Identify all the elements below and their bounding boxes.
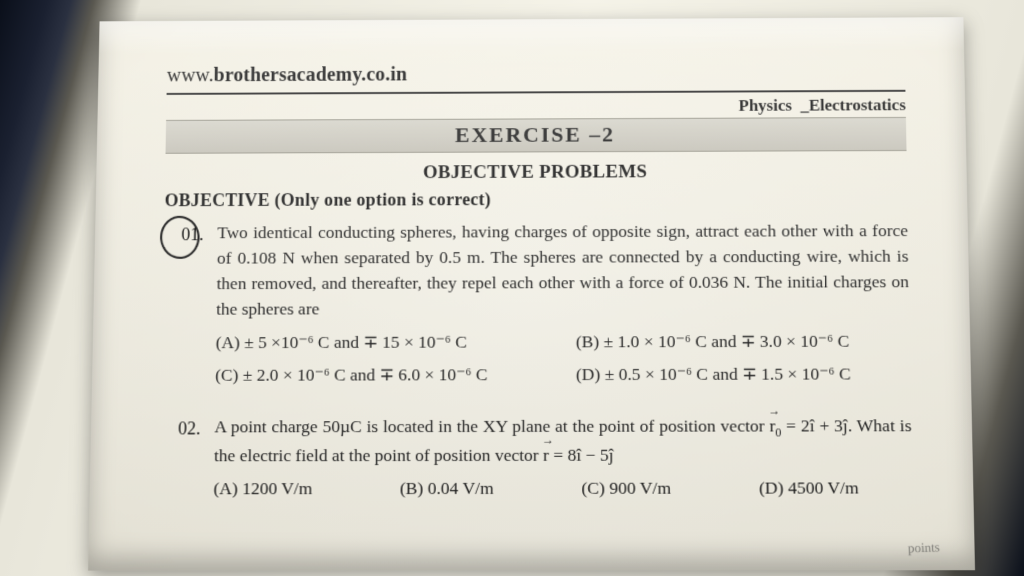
question-2: 02. A point charge 50µC is located in th… <box>159 414 913 503</box>
option-a: (A) ± 5 ×10⁻⁶ C and ∓ 15 × 10⁻⁶ C <box>216 329 548 355</box>
option-a: (A) 1200 V/m <box>213 477 366 503</box>
subject-label: Physics <box>739 96 792 115</box>
subject-chapter-line: Physics _Electrostatics <box>166 96 906 118</box>
question-text: Two identical conducting spheres, having… <box>216 218 910 322</box>
q2-eq1-rhs: = 2î + 3ĵ <box>781 416 848 436</box>
question-1: 01. Two identical conducting spheres, ha… <box>161 218 910 389</box>
textbook-page: www.brothersacademy.co.in Physics _Elect… <box>88 17 975 570</box>
header-rule <box>167 90 906 95</box>
vector-r: r <box>543 444 549 464</box>
margin-cutoff-text: points <box>907 539 940 556</box>
question-2-options: (A) 1200 V/m (B) 0.04 V/m (C) 900 V/m (D… <box>159 476 913 503</box>
question-number: 02. <box>160 416 201 470</box>
option-c: (C) 900 V/m <box>581 476 725 502</box>
url-domain: brothersacademy.co.in <box>214 64 408 86</box>
option-b: (B) ± 1.0 × 10⁻⁶ C and ∓ 3.0 × 10⁻⁶ C <box>576 328 910 354</box>
exercise-title-bar: EXERCISE –2 <box>166 117 907 154</box>
option-d: (D) ± 0.5 × 10⁻⁶ C and ∓ 1.5 × 10⁻⁶ C <box>576 362 911 388</box>
website-url: www.brothersacademy.co.in <box>167 62 906 87</box>
pen-circle-icon <box>158 214 201 261</box>
question-text: A point charge 50µC is located in the XY… <box>214 414 912 469</box>
url-prefix: www. <box>167 65 214 86</box>
q2-eq2-rhs: = 8î − 5ĵ <box>549 444 614 464</box>
option-b: (B) 0.04 V/m <box>400 476 547 502</box>
question-number: 01. <box>163 222 204 324</box>
page-header: www.brothersacademy.co.in Physics _Elect… <box>165 62 908 211</box>
vector-r0: r <box>769 416 775 436</box>
question-1-options: (A) ± 5 ×10⁻⁶ C and ∓ 15 × 10⁻⁶ C (B) ± … <box>161 328 910 389</box>
question-row: 02. A point charge 50µC is located in th… <box>160 414 912 469</box>
objective-note: OBJECTIVE (Only one option is correct) <box>165 188 908 211</box>
objective-heading: OBJECTIVE PROBLEMS <box>165 161 907 185</box>
chapter-label: Electrostatics <box>809 96 906 115</box>
option-c: (C) ± 2.0 × 10⁻⁶ C and ∓ 6.0 × 10⁻⁶ C <box>215 363 548 389</box>
q2-text-part1: A point charge 50µC is located in the XY… <box>214 416 769 437</box>
option-d: (D) 4500 V/m <box>759 476 913 502</box>
question-row: 01. Two identical conducting spheres, ha… <box>163 218 910 322</box>
